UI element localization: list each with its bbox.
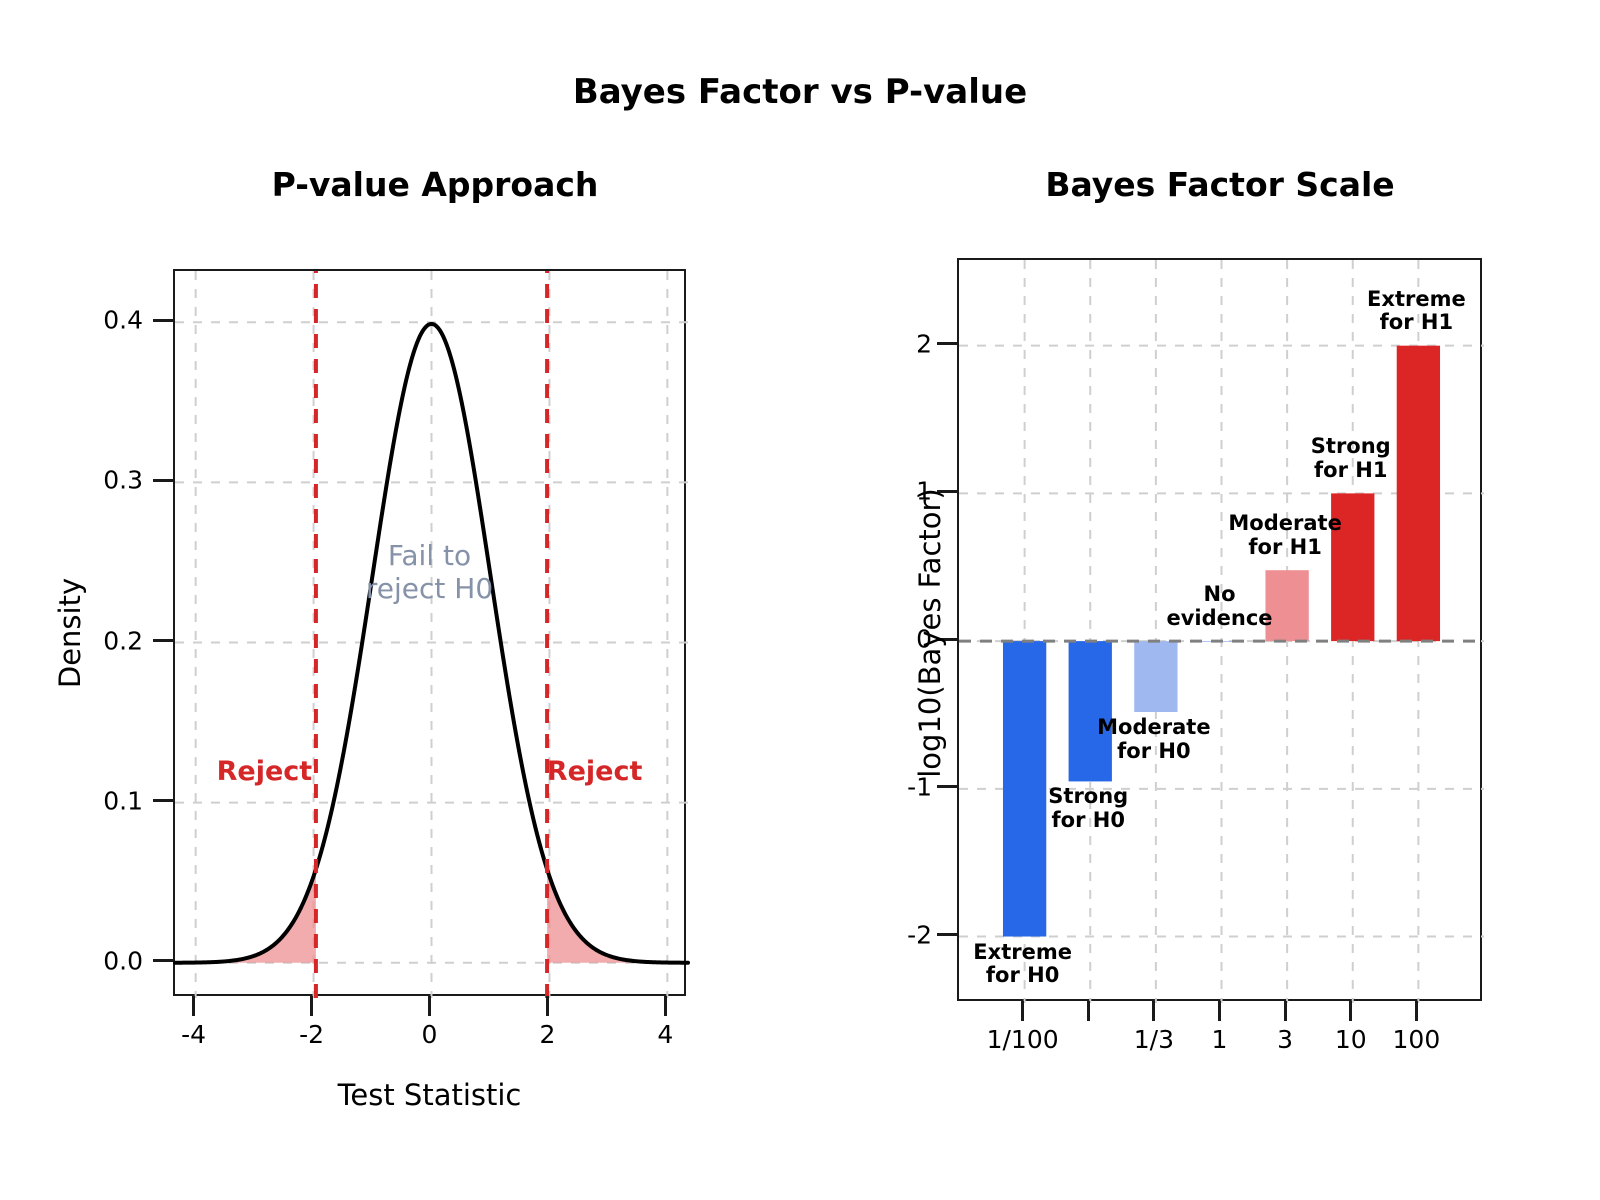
reject-annotation: Reject (546, 755, 643, 787)
figure-suptitle: Bayes Factor vs P-value (572, 72, 1028, 112)
left-xtick-label: -2 (299, 1020, 325, 1049)
left-xtick-mark (192, 996, 196, 1016)
left-xtick-label: 4 (657, 1020, 674, 1049)
bar-label-6: Extreme for H1 (1367, 286, 1466, 335)
right-ytick-mark (937, 933, 957, 937)
bar-label-2: Moderate for H0 (1097, 715, 1211, 763)
right-xtick-mark (1086, 1001, 1090, 1021)
bar-2[interactable] (1134, 641, 1178, 713)
bar-label-4: Moderate for H1 (1228, 511, 1342, 559)
pvalue-plot-panel (173, 269, 690, 998)
left-ytick-mark (153, 959, 173, 963)
left-xtick-label: 2 (539, 1020, 556, 1049)
left-panel-title: P-value Approach (271, 165, 599, 204)
left-ytick-label: 0.1 (103, 786, 143, 816)
right-xtick-label: 1 (1211, 1025, 1228, 1054)
left-xtick-mark (428, 996, 431, 1016)
right-xtick-label: 10 (1334, 1025, 1367, 1054)
bar-1[interactable] (1068, 641, 1112, 782)
left-xtick-label: -4 (181, 1020, 207, 1049)
right-xtick-label: 1/3 (1133, 1025, 1174, 1054)
left-ytick-mark (153, 318, 173, 322)
left-ytick-label: 0.2 (103, 626, 143, 655)
bar-label-1: Strong for H0 (1048, 784, 1129, 832)
left-yaxis-label: Density (53, 577, 87, 689)
right-ytick-label: 1 (916, 476, 932, 506)
right-xtick-label: 100 (1392, 1025, 1441, 1054)
left-xaxis-label: Test Statistic (337, 1078, 522, 1112)
bar-4[interactable] (1265, 570, 1309, 642)
pvalue-plot-area (173, 271, 690, 998)
right-panel-title: Bayes Factor Scale (1045, 165, 1395, 204)
left-ytick-label: 0.3 (103, 465, 143, 495)
fail-to-reject-annotation: Fail to reject H0 (365, 538, 494, 605)
right-xtick-mark (1218, 1001, 1221, 1021)
right-xtick-mark (1283, 1001, 1287, 1021)
right-xtick-mark (1349, 1001, 1353, 1021)
right-xtick-mark (1414, 1001, 1418, 1021)
bar-0[interactable] (1002, 641, 1047, 937)
left-ytick-label: 0.0 (103, 946, 143, 976)
right-ytick-mark (937, 637, 957, 641)
left-gridlines (175, 271, 688, 998)
pvalue-plot-svg (173, 271, 690, 998)
bar-label-3: No evidence (1166, 582, 1273, 630)
left-xtick-mark (663, 996, 667, 1016)
left-ytick-mark (153, 639, 173, 642)
right-xtick-label: 3 (1277, 1025, 1294, 1054)
bar-5[interactable] (1331, 493, 1375, 642)
right-ytick-mark (937, 785, 957, 789)
left-xtick-mark (545, 996, 549, 1016)
reject-annotation: Reject (216, 755, 313, 787)
bayes-factor-plot-panel (957, 258, 1484, 1003)
left-xtick-label: 0 (421, 1020, 438, 1049)
bar-label-5: Strong for H1 (1310, 434, 1391, 482)
right-ytick-label: 0 (916, 624, 932, 654)
bayes-factor-plot-svg (959, 260, 1484, 1003)
right-ytick-label: -2 (907, 920, 932, 950)
right-yaxis-label: log10(Bayes Factor) (913, 488, 947, 778)
right-ytick-mark (937, 489, 957, 493)
right-ytick-mark (937, 342, 957, 346)
right-ytick-label: 2 (916, 329, 932, 359)
left-ytick-mark (153, 478, 173, 482)
right-ytick-label: -1 (907, 772, 932, 802)
bar-label-0: Extreme for H0 (973, 939, 1072, 988)
bar-6[interactable] (1396, 345, 1441, 642)
bayes-factor-plot-area (959, 260, 1484, 1003)
right-xtick-label: 1/100 (986, 1025, 1059, 1054)
left-ytick-mark (153, 799, 173, 803)
right-xtick-mark (1152, 1001, 1156, 1021)
normal-density-curve (173, 321, 690, 965)
left-ytick-label: 0.4 (103, 305, 143, 335)
right-xtick-mark (1021, 1001, 1025, 1021)
left-xtick-mark (310, 996, 314, 1016)
